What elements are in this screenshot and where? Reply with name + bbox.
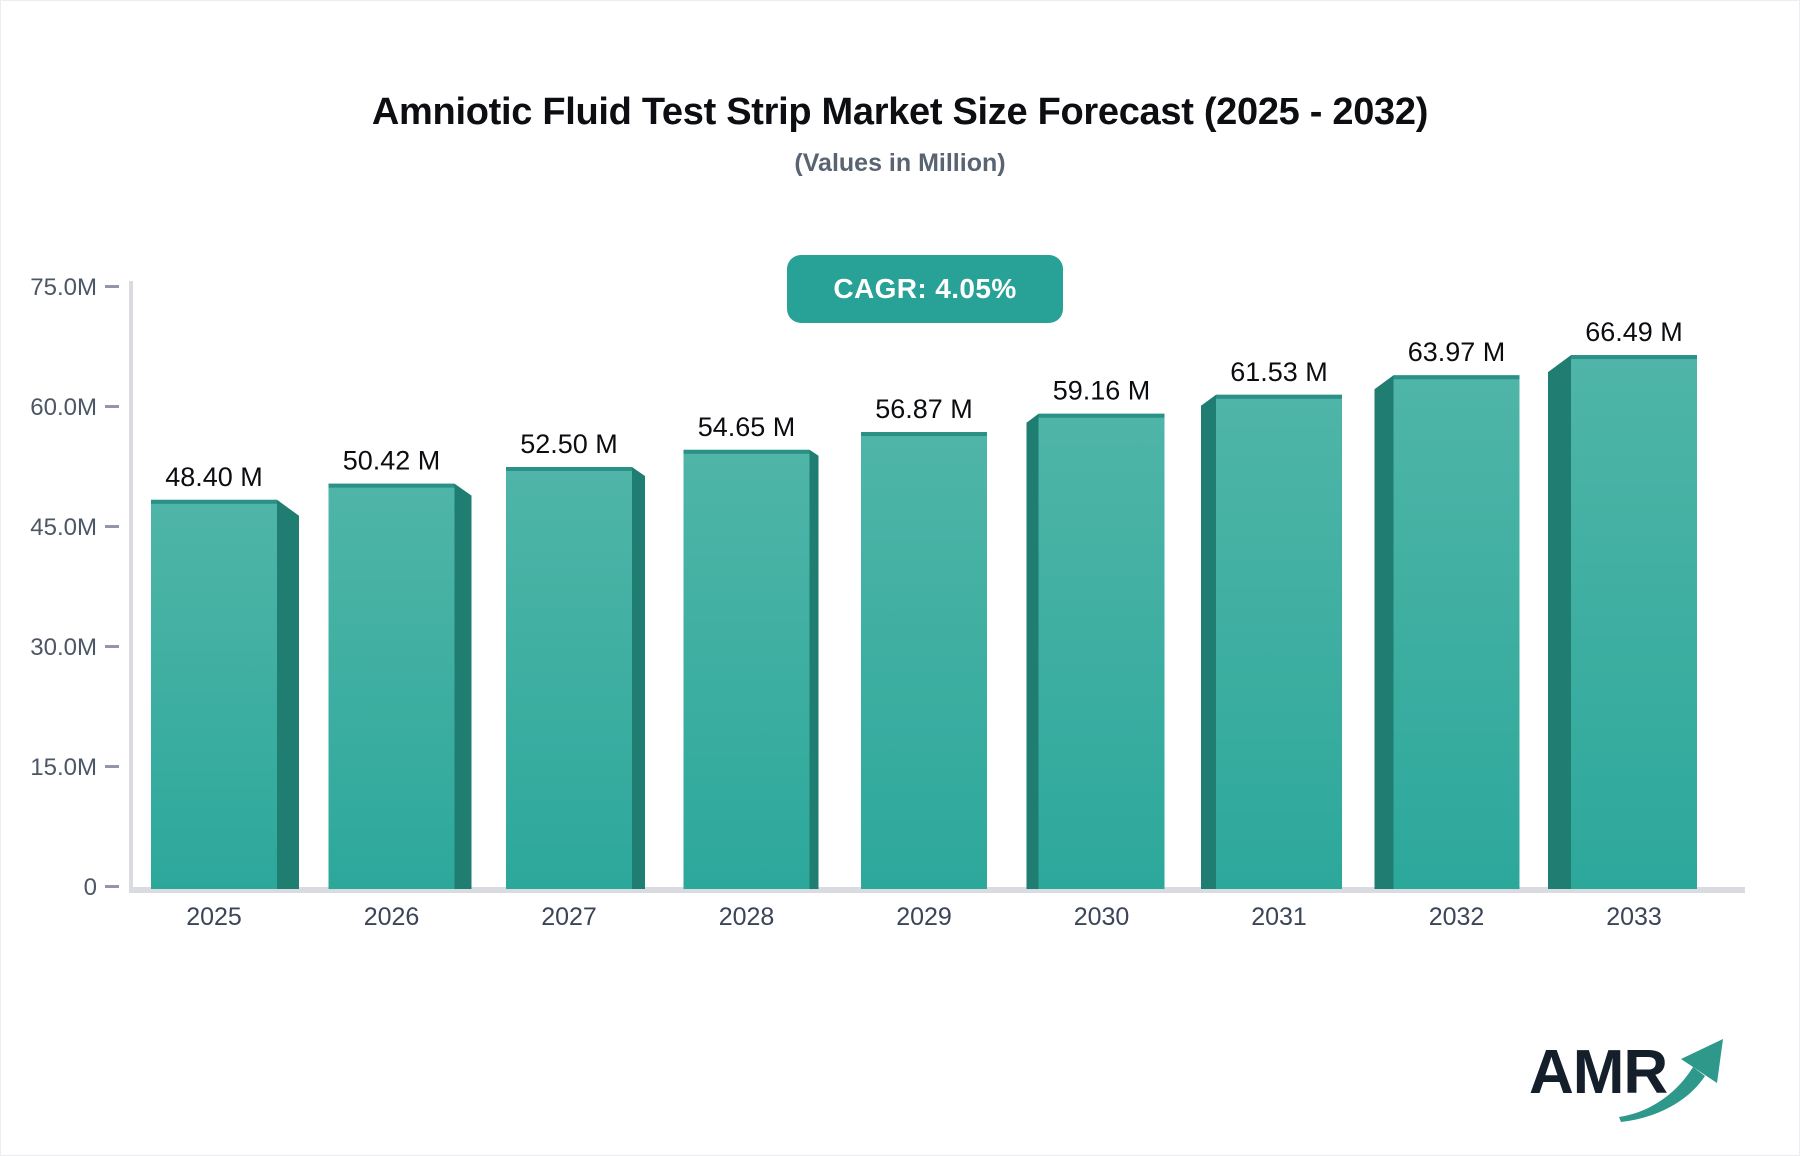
bar-value-label: 61.53 M (1230, 357, 1328, 387)
chart-title: Amniotic Fluid Test Strip Market Size Fo… (371, 91, 1429, 133)
y-axis-tick-label: 0 (84, 874, 97, 901)
bar-2026: 50.42 M 2026 (328, 446, 472, 931)
bar-top-edge (328, 483, 455, 488)
bar-side-face (1374, 375, 1394, 889)
bar-front-face (328, 483, 455, 889)
bar-2028: 54.65 M 2028 (683, 412, 819, 931)
bar-2027: 52.50 M 2027 (506, 429, 645, 931)
bar-top-edge (1393, 375, 1520, 380)
bar-front-face (1038, 413, 1165, 889)
bar-top-edge (683, 449, 810, 454)
y-axis-tick-mark (105, 765, 119, 768)
bar-side-face (454, 483, 472, 889)
bar-value-label: 56.87 M (875, 394, 973, 424)
bar-front-face (1393, 375, 1520, 889)
y-axis-tick-mark (105, 525, 119, 528)
y-axis-tick-label: 60.0M (30, 394, 97, 421)
bar-top-edge (1216, 394, 1342, 399)
x-axis-tick-label: 2029 (896, 903, 952, 931)
bar-2025: 48.40 M 2025 (151, 462, 299, 931)
x-axis-tick-label: 2033 (1606, 903, 1662, 931)
bar-value-label: 52.50 M (520, 429, 618, 459)
bar-side-face (1026, 413, 1039, 889)
x-axis-tick-label: 2025 (186, 903, 242, 931)
bar-value-label: 63.97 M (1408, 337, 1506, 367)
y-axis-tick-label: 15.0M (30, 754, 97, 781)
x-axis-tick-label: 2030 (1074, 903, 1130, 931)
bar-2031: 61.53 M 2031 (1201, 357, 1342, 931)
y-axis-tick-label: 30.0M (30, 634, 97, 661)
bar-front-face (861, 432, 987, 889)
bar-top-edge (151, 499, 277, 504)
bar-value-label: 59.16 M (1053, 376, 1151, 406)
y-axis-tick-mark (105, 885, 119, 888)
amr-logo-text: AMR (1529, 1038, 1668, 1107)
bar-side-face (1548, 355, 1571, 890)
bar-2030: 59.16 M 2030 (1026, 376, 1165, 931)
bar-side-face (632, 467, 645, 889)
bar-front-face (506, 467, 632, 889)
bar-top-edge (861, 432, 987, 437)
x-axis-tick-label: 2031 (1251, 903, 1307, 931)
bar-side-face (809, 449, 819, 889)
cagr-badge-label: CAGR: 4.05% (833, 273, 1017, 304)
bar-top-edge (506, 467, 632, 471)
x-axis-tick-label: 2026 (364, 903, 420, 931)
y-axis-tick-mark (105, 645, 119, 648)
bar-value-label: 66.49 M (1585, 317, 1683, 347)
bar-2033: 66.49 M 2033 (1548, 317, 1697, 931)
y-axis-tick-mark (105, 285, 119, 288)
bar-value-label: 54.65 M (698, 412, 796, 442)
cagr-badge: CAGR: 4.05% (787, 255, 1063, 323)
bar-top-edge (1571, 355, 1697, 360)
growth-arrow-icon (1619, 1039, 1723, 1122)
bar-value-label: 50.42 M (343, 446, 441, 476)
x-axis-line (129, 887, 1745, 893)
x-axis-tick-label: 2027 (541, 903, 597, 931)
x-axis-tick-label: 2032 (1429, 903, 1485, 931)
bar-2032: 63.97 M 2032 (1374, 337, 1520, 931)
amr-logo: AMR (1521, 1029, 1751, 1139)
y-axis-line (129, 281, 133, 893)
bar-side-face (277, 499, 299, 889)
bar-side-face (1201, 394, 1216, 889)
chart-subtitle: (Values in Million) (794, 149, 1006, 177)
x-axis-tick-label: 2028 (719, 903, 775, 931)
bar-front-face (151, 499, 277, 889)
y-axis-tick-mark (105, 405, 119, 408)
bar-2029: 56.87 M 2029 (861, 394, 987, 931)
y-axis-tick-label: 75.0M (30, 274, 97, 301)
bar-front-face (683, 449, 810, 889)
bar-front-face (1571, 355, 1697, 890)
y-axis-tick-label: 45.0M (30, 514, 97, 541)
bar-top-edge (1038, 413, 1165, 418)
bar-value-label: 48.40 M (165, 462, 263, 492)
bar-front-face (1216, 394, 1342, 889)
